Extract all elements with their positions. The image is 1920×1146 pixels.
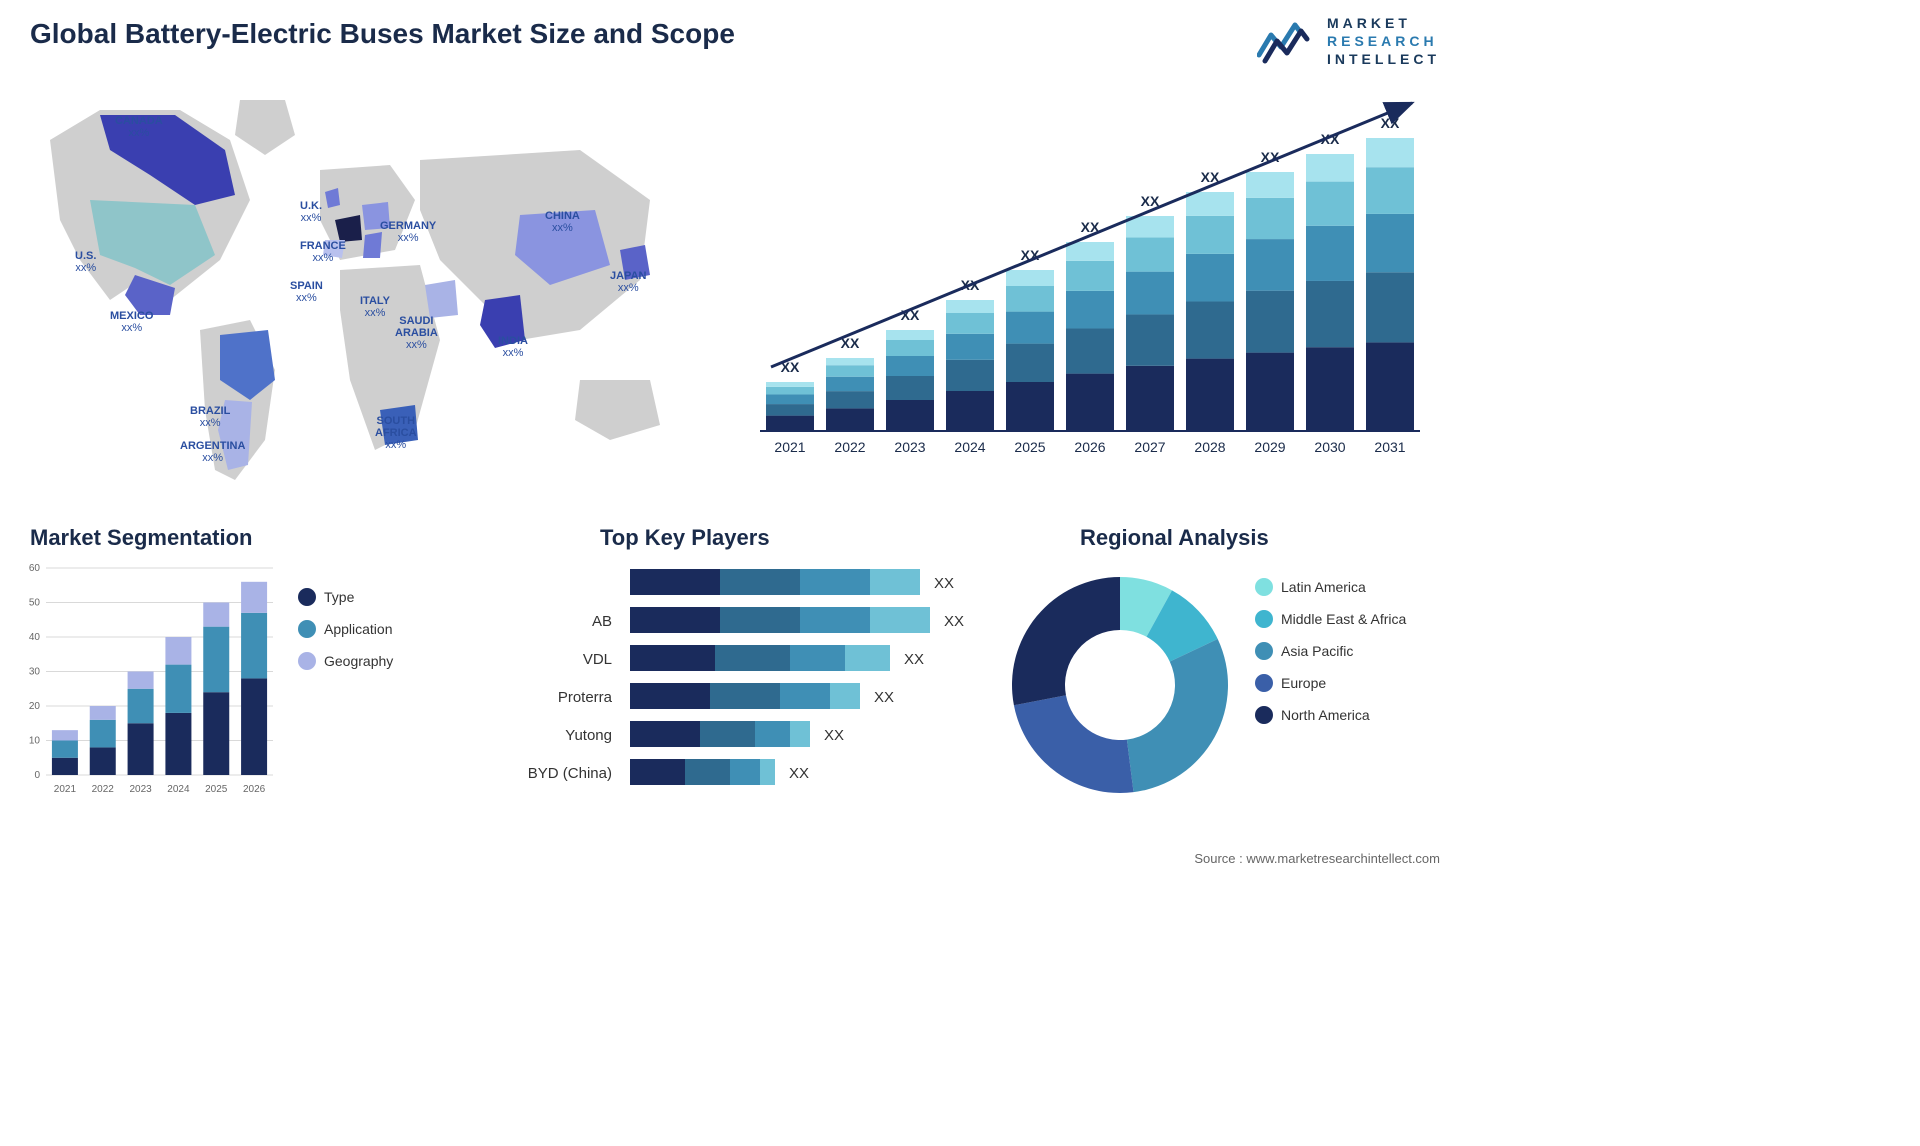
svg-text:Proterra: Proterra bbox=[558, 689, 613, 706]
svg-text:2026: 2026 bbox=[1074, 439, 1105, 455]
svg-text:10: 10 bbox=[29, 736, 41, 747]
svg-text:2021: 2021 bbox=[774, 439, 805, 455]
source-text: Source : www.marketresearchintellect.com bbox=[1194, 851, 1440, 866]
legend-label: Application bbox=[324, 621, 393, 637]
legend-swatch bbox=[298, 588, 316, 606]
svg-text:2021: 2021 bbox=[54, 784, 77, 795]
svg-text:XX: XX bbox=[789, 765, 809, 782]
legend-swatch bbox=[1255, 610, 1273, 628]
legend-item: Application bbox=[298, 620, 393, 638]
legend-item: Europe bbox=[1255, 674, 1406, 692]
svg-text:2025: 2025 bbox=[1014, 439, 1045, 455]
legend-swatch bbox=[1255, 642, 1273, 660]
svg-text:XX: XX bbox=[934, 575, 954, 592]
legend-swatch bbox=[1255, 674, 1273, 692]
svg-text:2023: 2023 bbox=[129, 784, 152, 795]
segmentation-chart: 0 10 20 30 40 50 60 2021 2022 2023 2024 2025 2026 Ty… bbox=[18, 560, 438, 820]
svg-text:VDL: VDL bbox=[583, 651, 612, 668]
brand-logo: MARKET RESEARCH INTELLECT bbox=[1257, 14, 1440, 69]
svg-text:XX: XX bbox=[824, 727, 844, 744]
legend-label: Middle East & Africa bbox=[1281, 611, 1406, 627]
regional-heading: Regional Analysis bbox=[1080, 525, 1269, 551]
legend-item: Middle East & Africa bbox=[1255, 610, 1406, 628]
world-map-svg bbox=[20, 80, 700, 480]
players-heading: Top Key Players bbox=[600, 525, 770, 551]
legend-swatch bbox=[298, 620, 316, 638]
legend-item: Latin America bbox=[1255, 578, 1406, 596]
svg-text:2027: 2027 bbox=[1134, 439, 1165, 455]
legend-label: Type bbox=[324, 589, 354, 605]
legend-swatch bbox=[1255, 578, 1273, 596]
svg-text:2026: 2026 bbox=[243, 784, 266, 795]
svg-text:30: 30 bbox=[29, 667, 41, 678]
growth-chart: XX2021XX2022XX2023XX2024XX2025XX2026XX20… bbox=[760, 90, 1420, 470]
svg-text:60: 60 bbox=[29, 563, 41, 574]
players-chart: XX AB XX VDL XX Proterra XX Yutong XX BYD (China)… bbox=[440, 565, 980, 825]
brand-line1: MARKET bbox=[1327, 14, 1440, 32]
svg-text:40: 40 bbox=[29, 632, 41, 643]
svg-text:2028: 2028 bbox=[1194, 439, 1225, 455]
svg-text:2031: 2031 bbox=[1374, 439, 1405, 455]
svg-text:2022: 2022 bbox=[834, 439, 865, 455]
legend-label: Asia Pacific bbox=[1281, 643, 1353, 659]
brand-line2: RESEARCH bbox=[1327, 32, 1440, 50]
svg-text:0: 0 bbox=[34, 770, 40, 781]
legend-item: Type bbox=[298, 588, 393, 606]
svg-text:2030: 2030 bbox=[1314, 439, 1345, 455]
world-map: CANADAxx%U.S.xx%MEXICOxx%BRAZILxx%ARGENT… bbox=[20, 80, 700, 480]
logo-icon bbox=[1257, 17, 1317, 65]
legend-label: Europe bbox=[1281, 675, 1326, 691]
svg-text:2022: 2022 bbox=[92, 784, 115, 795]
legend-swatch bbox=[1255, 706, 1273, 724]
svg-text:XX: XX bbox=[1381, 115, 1400, 131]
legend-item: Asia Pacific bbox=[1255, 642, 1406, 660]
legend-swatch bbox=[298, 652, 316, 670]
svg-text:2025: 2025 bbox=[205, 784, 228, 795]
svg-text:AB: AB bbox=[592, 613, 612, 630]
svg-text:20: 20 bbox=[29, 701, 41, 712]
segmentation-heading: Market Segmentation bbox=[30, 525, 253, 551]
svg-text:2024: 2024 bbox=[167, 784, 190, 795]
svg-text:XX: XX bbox=[904, 651, 924, 668]
regional-chart: Latin America Middle East & Africa Asia Pa… bbox=[1000, 560, 1450, 830]
legend-label: North America bbox=[1281, 707, 1370, 723]
svg-text:Yutong: Yutong bbox=[565, 727, 612, 744]
svg-text:BYD (China): BYD (China) bbox=[528, 765, 612, 782]
svg-text:2024: 2024 bbox=[954, 439, 985, 455]
legend-label: Latin America bbox=[1281, 579, 1366, 595]
svg-text:XX: XX bbox=[874, 689, 894, 706]
page-title: Global Battery-Electric Buses Market Siz… bbox=[30, 18, 735, 50]
svg-text:2029: 2029 bbox=[1254, 439, 1285, 455]
legend-item: Geography bbox=[298, 652, 393, 670]
legend-item: North America bbox=[1255, 706, 1406, 724]
brand-line3: INTELLECT bbox=[1327, 50, 1440, 68]
svg-text:XX: XX bbox=[944, 613, 964, 630]
svg-text:50: 50 bbox=[29, 598, 41, 609]
svg-text:2023: 2023 bbox=[894, 439, 925, 455]
legend-label: Geography bbox=[324, 653, 393, 669]
